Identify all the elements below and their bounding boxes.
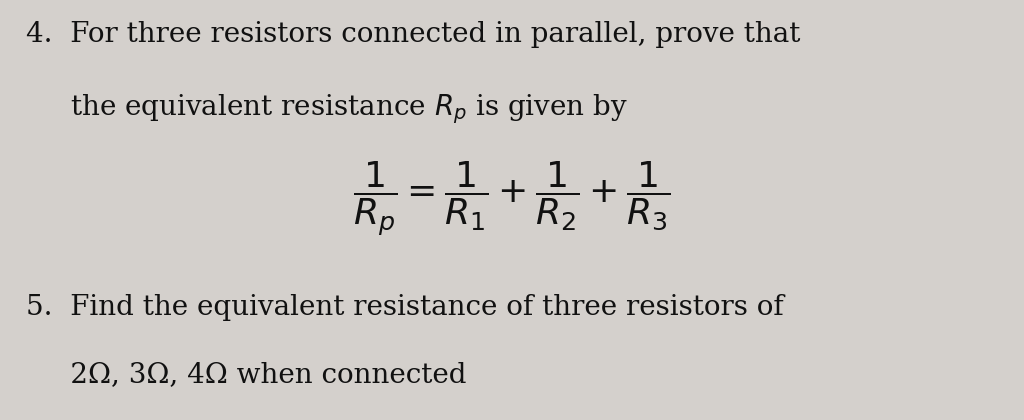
Text: $\dfrac{1}{R_p} = \dfrac{1}{R_1} + \dfrac{1}{R_2} + \dfrac{1}{R_3}$: $\dfrac{1}{R_p} = \dfrac{1}{R_1} + \dfra… <box>353 160 671 238</box>
Text: 2Ω, 3Ω, 4Ω when connected: 2Ω, 3Ω, 4Ω when connected <box>26 361 466 388</box>
Text: the equivalent resistance $R_p$ is given by: the equivalent resistance $R_p$ is given… <box>26 92 628 126</box>
Text: 4.  For three resistors connected in parallel, prove that: 4. For three resistors connected in para… <box>26 21 800 48</box>
Text: 5.  Find the equivalent resistance of three resistors of: 5. Find the equivalent resistance of thr… <box>26 294 783 321</box>
